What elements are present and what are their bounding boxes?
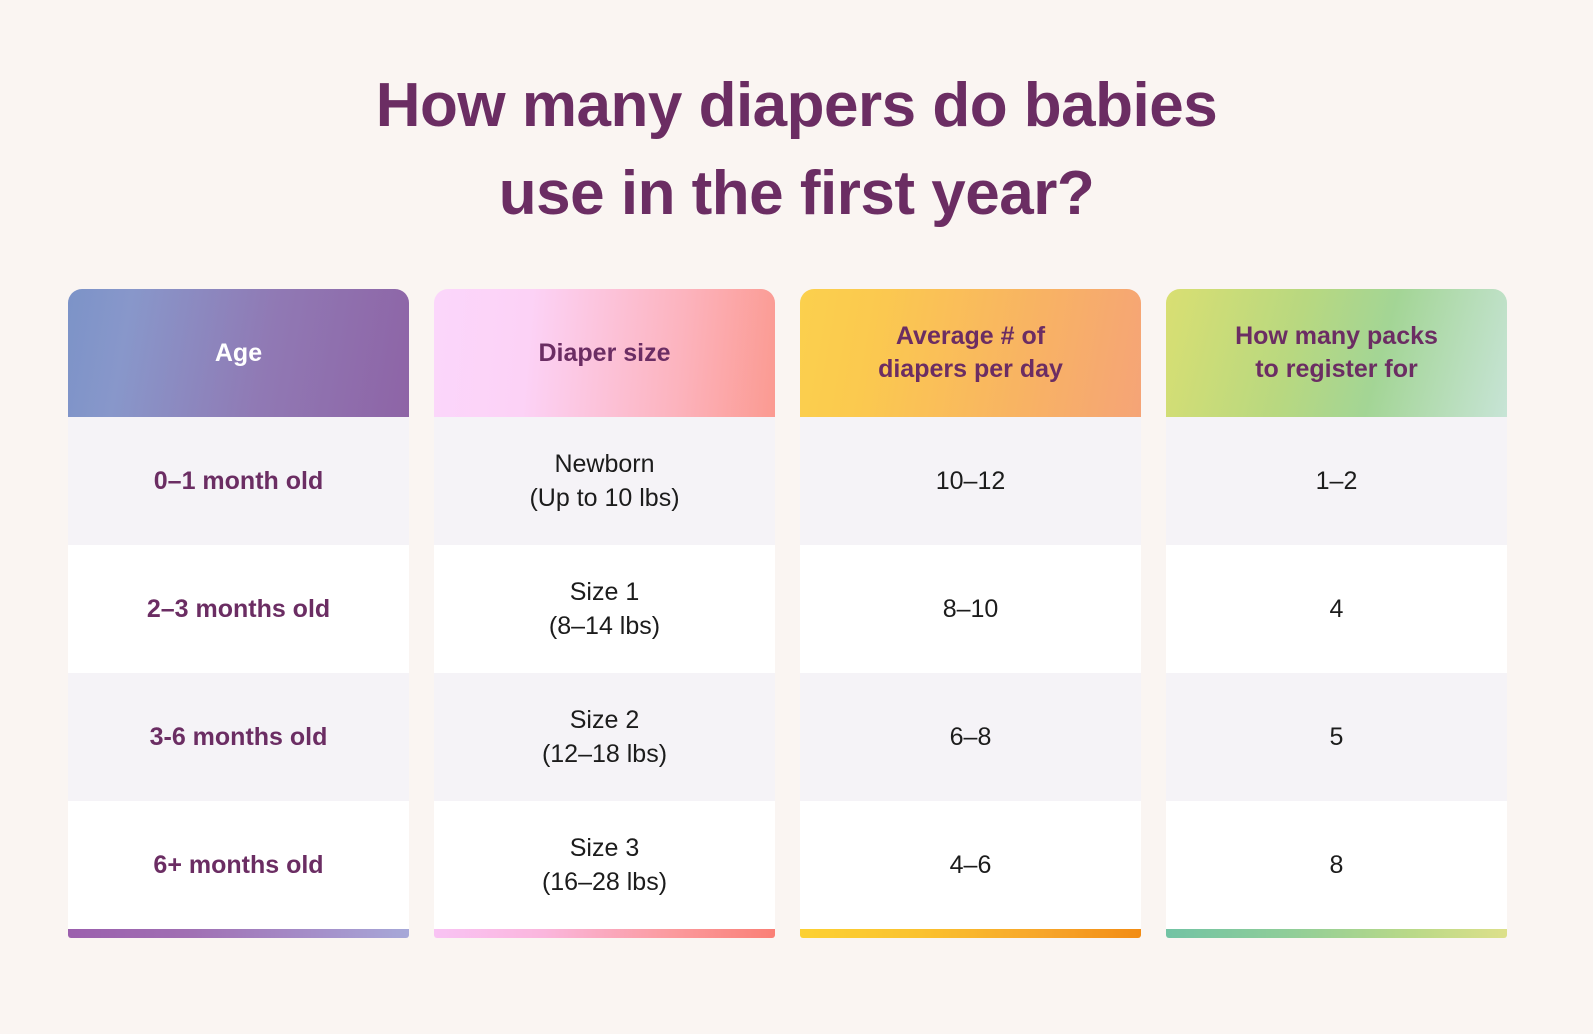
cell-size-3-name: Size 3 — [569, 834, 640, 862]
table-row: Size 2 (12–18 lbs) — [434, 673, 775, 801]
cell-age-1: 2–3 months old — [146, 594, 331, 623]
cell-packs-0: 1–2 — [1315, 467, 1358, 495]
table-row: 8–10 — [800, 545, 1141, 673]
column-header-diapers-per-day: Average # of diapers per day — [800, 289, 1141, 417]
table-row: 6–8 — [800, 673, 1141, 801]
cell-age-0: 0–1 month old — [153, 466, 324, 495]
accent-bar-diaper-size — [434, 929, 775, 938]
cell-size-1: Size 1 (8–14 lbs) — [549, 575, 660, 643]
title-line-1: How many diapers do babies — [375, 71, 1218, 140]
column-header-diapers-per-day-label: Average # of diapers per day — [878, 320, 1063, 386]
cell-per-day-3: 4–6 — [949, 851, 992, 879]
title-line-2: use in the first year? — [498, 159, 1095, 228]
cell-size-0: Newborn (Up to 10 lbs) — [529, 447, 679, 515]
table-column-diapers-per-day: Average # of diapers per day 10–12 8–10 … — [800, 289, 1141, 938]
column-header-diapers-per-day-line1: Average # of — [895, 322, 1046, 350]
cell-per-day-2: 6–8 — [949, 723, 992, 751]
table-row: 4 — [1166, 545, 1507, 673]
table-row: 2–3 months old — [68, 545, 409, 673]
table-column-diaper-size: Diaper size Newborn (Up to 10 lbs) Size … — [434, 289, 775, 938]
table-column-age: Age 0–1 month old 2–3 months old 3-6 mon… — [68, 289, 409, 938]
table-row: 6+ months old — [68, 801, 409, 929]
cell-packs-3: 8 — [1329, 851, 1344, 879]
cell-age-2: 3-6 months old — [149, 722, 328, 751]
cell-size-2-name: Size 2 — [569, 706, 640, 734]
table-row: 8 — [1166, 801, 1507, 929]
column-header-packs-line1: How many packs — [1235, 322, 1438, 350]
table-row: 4–6 — [800, 801, 1141, 929]
table-row: Newborn (Up to 10 lbs) — [434, 417, 775, 545]
cell-size-2-weight: (12–18 lbs) — [541, 740, 668, 768]
table-row: Size 3 (16–28 lbs) — [434, 801, 775, 929]
cell-per-day-0: 10–12 — [935, 467, 1006, 495]
column-header-diapers-per-day-line2: diapers per day — [878, 355, 1063, 383]
cell-per-day-1: 8–10 — [942, 595, 999, 623]
cell-size-3: Size 3 (16–28 lbs) — [542, 831, 667, 899]
table-column-packs-to-register: How many packs to register for 1–2 4 5 8 — [1166, 289, 1507, 938]
cell-size-1-name: Size 1 — [569, 578, 640, 606]
accent-bar-diapers-per-day — [800, 929, 1141, 938]
column-header-packs-to-register-label: How many packs to register for — [1235, 320, 1438, 386]
column-header-diaper-size: Diaper size — [434, 289, 775, 417]
column-header-age: Age — [68, 289, 409, 417]
column-header-age-label: Age — [214, 338, 263, 367]
cell-size-0-weight: (Up to 10 lbs) — [529, 484, 680, 512]
page-title: How many diapers do babies use in the fi… — [0, 62, 1593, 238]
cell-size-3-weight: (16–28 lbs) — [541, 868, 668, 896]
column-header-diaper-size-label: Diaper size — [538, 338, 671, 367]
column-header-packs-to-register: How many packs to register for — [1166, 289, 1507, 417]
cell-packs-1: 4 — [1329, 595, 1344, 623]
accent-bar-age — [68, 929, 409, 938]
table-row: 5 — [1166, 673, 1507, 801]
cell-size-0-name: Newborn — [554, 450, 655, 478]
diaper-table: Age 0–1 month old 2–3 months old 3-6 mon… — [68, 289, 1525, 938]
cell-packs-2: 5 — [1329, 723, 1344, 751]
table-row: 1–2 — [1166, 417, 1507, 545]
table-row: 0–1 month old — [68, 417, 409, 545]
cell-age-3: 6+ months old — [153, 850, 324, 879]
cell-size-1-weight: (8–14 lbs) — [548, 612, 661, 640]
table-row: 3-6 months old — [68, 673, 409, 801]
column-header-packs-line2: to register for — [1255, 355, 1418, 383]
cell-size-2: Size 2 (12–18 lbs) — [542, 703, 667, 771]
table-row: 10–12 — [800, 417, 1141, 545]
table-row: Size 1 (8–14 lbs) — [434, 545, 775, 673]
accent-bar-packs-to-register — [1166, 929, 1507, 938]
